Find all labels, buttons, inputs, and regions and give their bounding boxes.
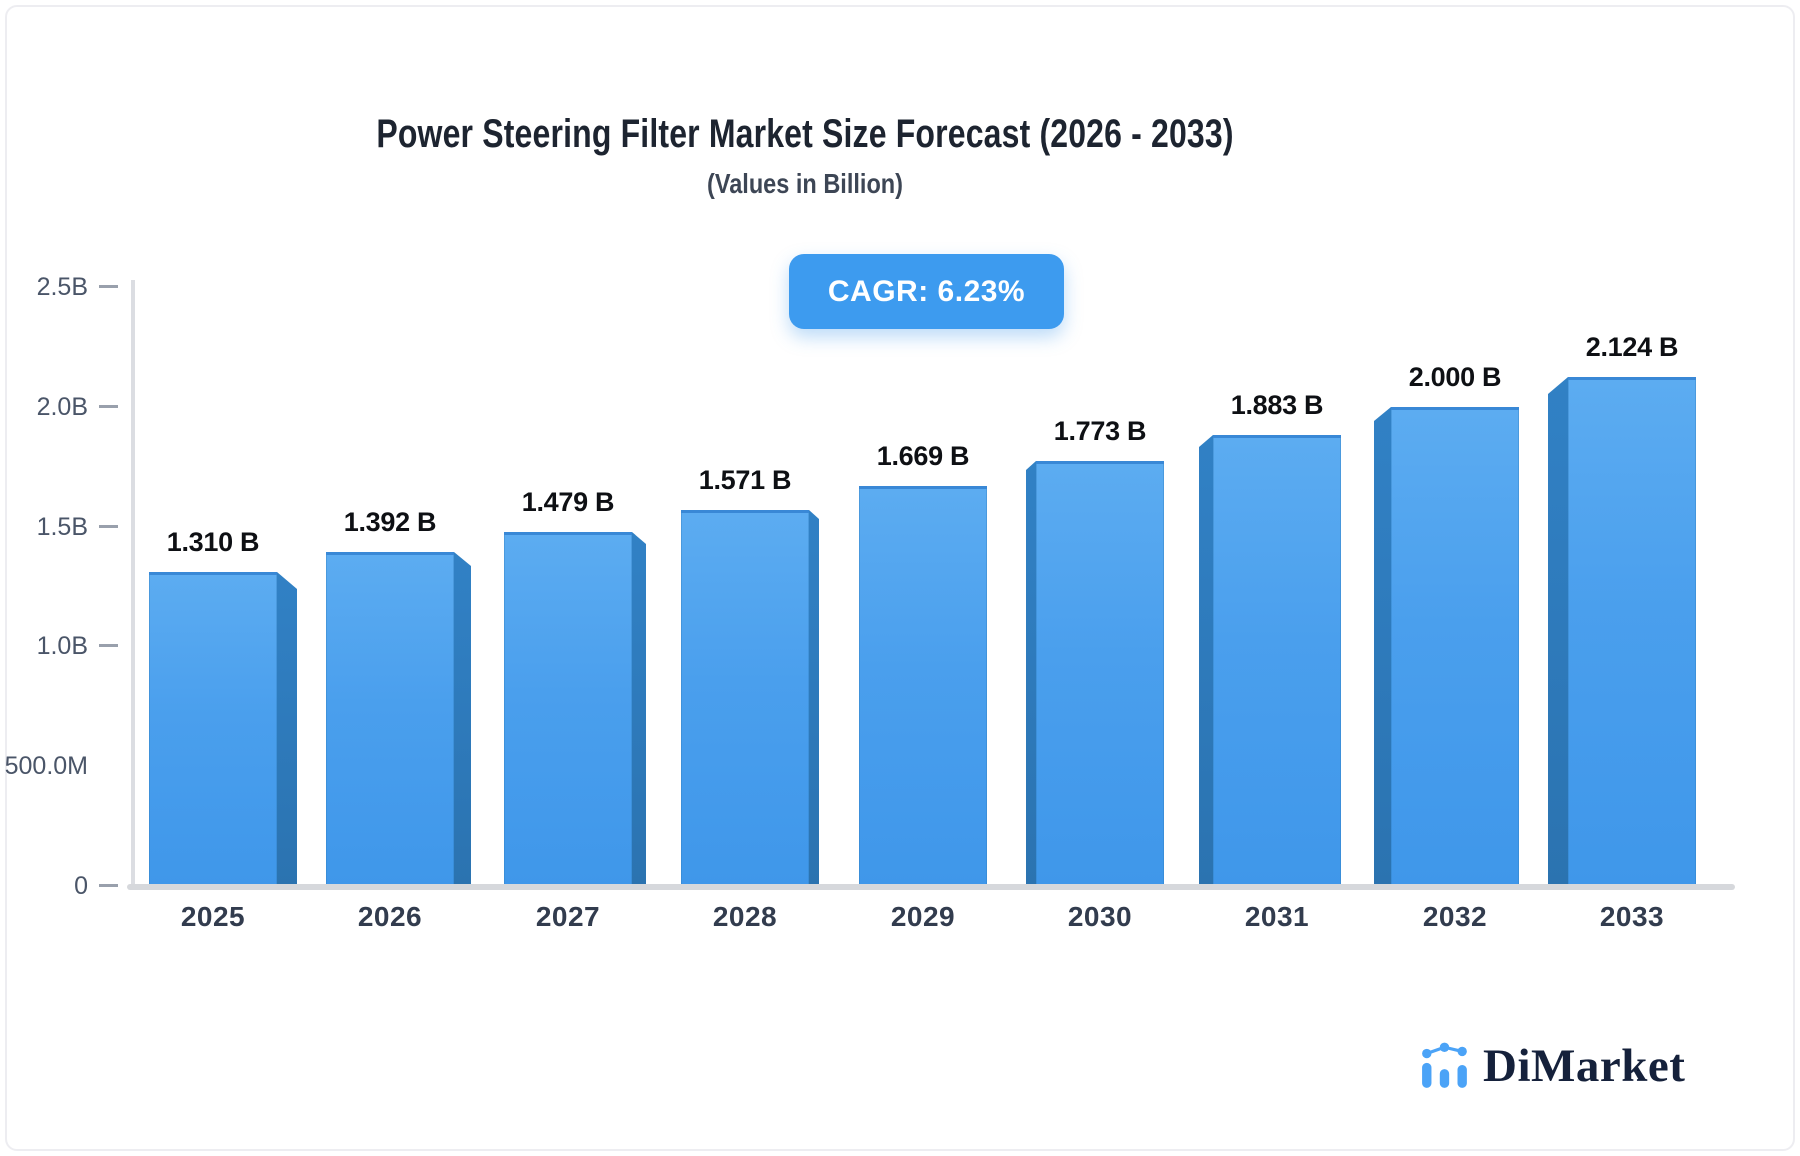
bar-chart-logo-icon xyxy=(1422,1042,1467,1088)
bar-side-shade xyxy=(809,510,819,886)
x-axis-label: 2031 xyxy=(1244,901,1310,932)
x-axis-label: 2029 xyxy=(890,901,956,932)
bar-2025 xyxy=(149,572,297,886)
bar-2032 xyxy=(1374,407,1519,886)
bar-value-label: 1.571 B xyxy=(698,465,792,495)
y-tick-label: 0 xyxy=(74,872,88,900)
bar-side-shade xyxy=(277,572,297,886)
x-axis-label: 2027 xyxy=(535,901,601,932)
bar-side-shade xyxy=(1374,407,1391,886)
bar-face xyxy=(149,572,277,886)
y-tick-dash xyxy=(99,285,118,288)
bar-value-label: 1.479 B xyxy=(521,487,615,517)
x-axis-label: 2032 xyxy=(1422,901,1488,932)
bar-2030 xyxy=(1026,461,1164,886)
x-axis-baseline xyxy=(127,884,1735,890)
bar-face xyxy=(504,532,632,886)
x-axis-label: 2030 xyxy=(1067,901,1133,932)
bar-value-label: 2.124 B xyxy=(1585,332,1679,362)
y-tick-label: 2.5B xyxy=(36,273,88,301)
x-axis-label: 2026 xyxy=(357,901,423,932)
bar-face xyxy=(326,552,454,886)
y-axis-line xyxy=(131,280,135,884)
x-axis-label: 2025 xyxy=(180,901,246,932)
y-tick-label: 1.0B xyxy=(36,632,88,660)
bar-2031 xyxy=(1199,435,1341,886)
cagr-badge: CAGR: 6.23% xyxy=(789,254,1064,329)
y-tick-label: 2.0B xyxy=(36,393,88,421)
y-tick-dash xyxy=(99,644,118,647)
bar-face xyxy=(681,510,809,886)
bar-face xyxy=(1036,461,1164,886)
bar-2028 xyxy=(681,510,819,886)
bar-side-shade xyxy=(454,552,471,886)
bar-value-label: 1.669 B xyxy=(876,441,970,471)
bar-2027 xyxy=(504,532,646,886)
brand-logo-text: DiMarket xyxy=(1483,1040,1686,1092)
bar-side-shade xyxy=(632,532,646,886)
y-tick-dash xyxy=(99,405,118,408)
x-axis-label: 2028 xyxy=(712,901,778,932)
bar-face xyxy=(1568,377,1696,886)
y-tick-label: 500.0M xyxy=(4,752,88,780)
bar-side-shade xyxy=(1026,461,1036,886)
chart-title: Power Steering Filter Market Size Foreca… xyxy=(376,112,1234,156)
bar-value-label: 1.310 B xyxy=(166,527,260,557)
bar-value-label: 1.392 B xyxy=(343,507,437,537)
bar-face xyxy=(1391,407,1519,886)
y-tick-dash xyxy=(99,884,118,887)
bar-side-shade xyxy=(1548,377,1568,886)
y-tick-label: 1.5B xyxy=(36,513,88,541)
bar-face xyxy=(859,486,987,886)
bar-value-label: 1.773 B xyxy=(1053,416,1147,446)
bar-2029 xyxy=(859,486,987,886)
bar-value-label: 1.883 B xyxy=(1230,390,1324,420)
bar-face xyxy=(1213,435,1341,886)
bar-2033 xyxy=(1548,377,1696,886)
bar-side-shade xyxy=(1199,435,1213,886)
brand-logo: DiMarket xyxy=(1420,1038,1685,1094)
cagr-badge-label: CAGR: 6.23% xyxy=(827,274,1026,308)
chart-subtitle: (Values in Billion) xyxy=(706,168,904,199)
y-tick-dash xyxy=(99,525,118,528)
bar-2026 xyxy=(326,552,471,886)
x-axis-label: 2033 xyxy=(1599,901,1665,932)
bar-value-label: 2.000 B xyxy=(1408,362,1502,392)
